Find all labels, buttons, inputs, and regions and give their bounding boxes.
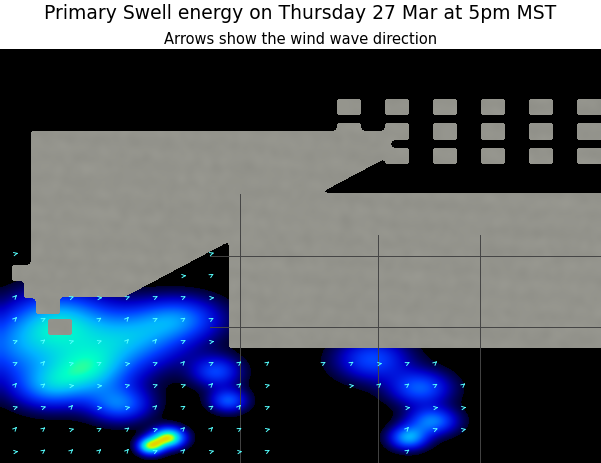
Text: Arrows show the wind wave direction: Arrows show the wind wave direction <box>164 31 437 46</box>
Text: Primary Swell energy on Thursday 27 Mar at 5pm MST: Primary Swell energy on Thursday 27 Mar … <box>44 4 557 23</box>
